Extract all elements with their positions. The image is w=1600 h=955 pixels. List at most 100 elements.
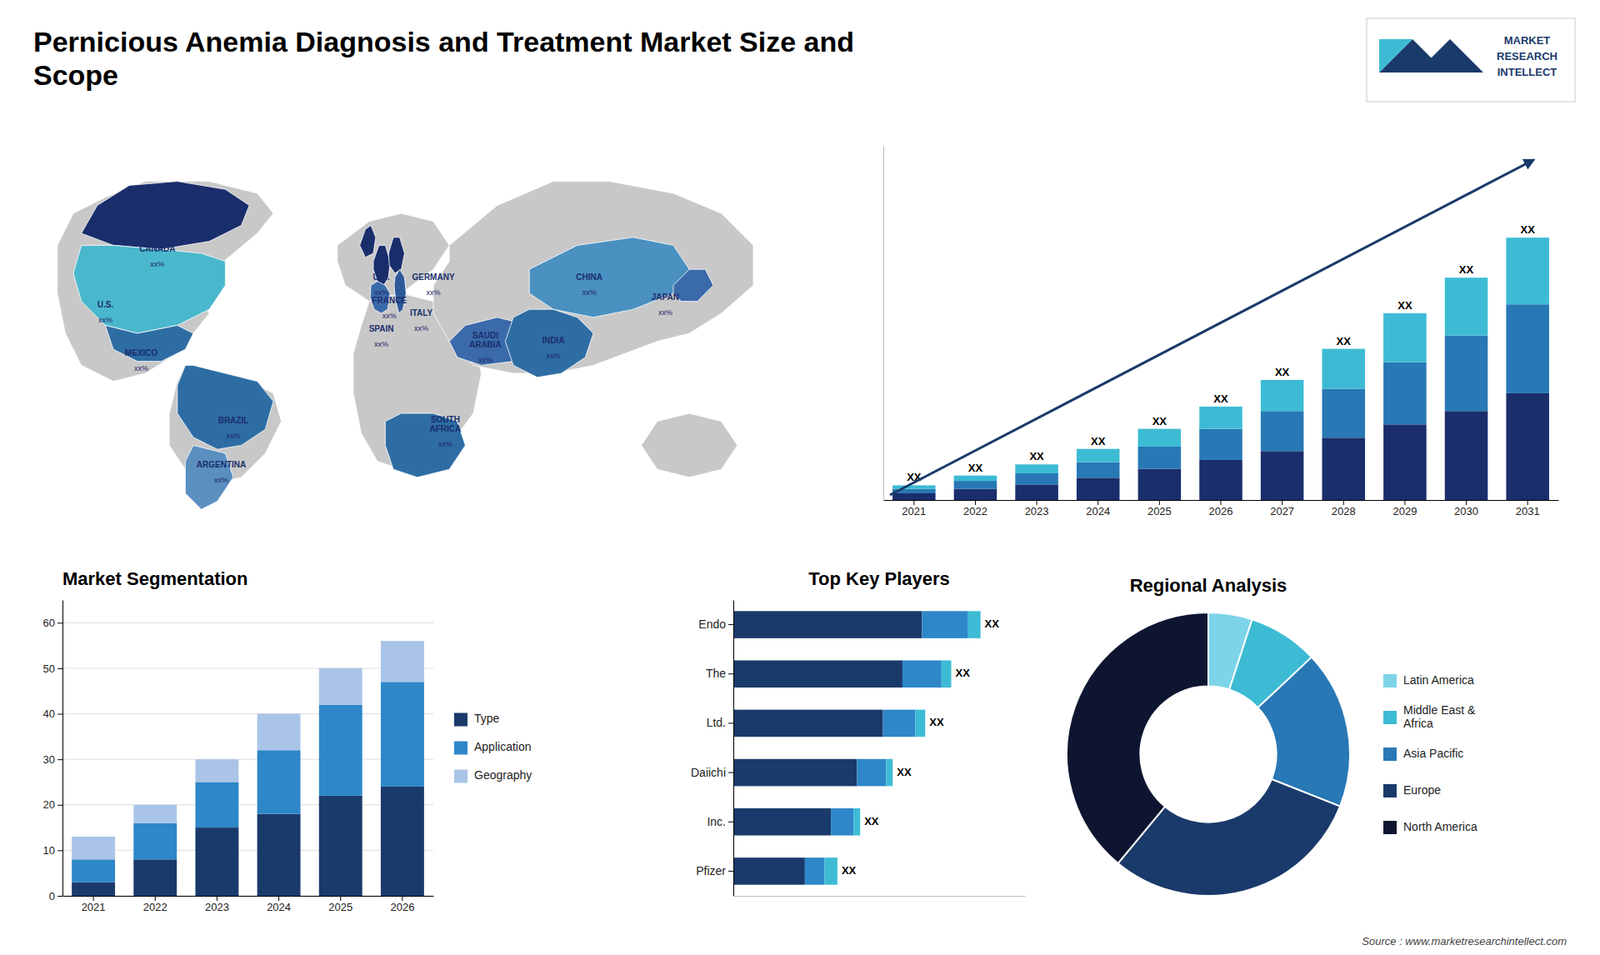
tick-mark	[1097, 500, 1099, 505]
bar	[733, 710, 884, 738]
x-axis-line	[734, 895, 1026, 897]
tick-mark	[913, 500, 915, 505]
map-label: CANADA	[139, 244, 175, 254]
bar	[1383, 424, 1427, 500]
grid-line	[62, 667, 434, 669]
tick-mark	[57, 895, 63, 897]
tick-label: Ltd.	[706, 715, 726, 730]
bar-annotation: XX	[968, 461, 984, 475]
map-value-label: xx%	[438, 440, 453, 449]
trend-arrow	[890, 160, 1534, 495]
map-value-label: xx%	[658, 308, 673, 317]
bar-annotation: XX	[1213, 392, 1229, 405]
x-axis-tick: 2025	[1147, 500, 1172, 518]
map-label: GERMANY	[411, 272, 455, 282]
bar	[380, 786, 425, 896]
bar	[915, 710, 926, 738]
bar-annotation: XX	[1397, 299, 1413, 312]
bar-chart: XXXXXXXXXXXXEndoTheLtd.DaiichiInc.Pfizer…	[690, 568, 1026, 897]
bar-chart: XXXXXXXXXXXXXXXXXXXXXX202120222023202420…	[884, 146, 1560, 519]
text-line: ITALY	[410, 308, 434, 318]
bar	[941, 660, 952, 688]
bar-annotation: XX	[1520, 223, 1536, 236]
legend-swatch	[1383, 784, 1397, 798]
map-value-label: xx%	[225, 431, 240, 440]
tick-mark	[1036, 500, 1038, 505]
y-axis-tick: 10	[43, 844, 63, 857]
map-shape	[394, 269, 406, 314]
y-axis	[883, 146, 885, 501]
tick-label: 2023	[1025, 505, 1050, 518]
bar	[195, 827, 239, 896]
map-label: MEXICO	[125, 348, 159, 358]
map-value-label: xx%	[425, 288, 440, 297]
bar	[902, 660, 942, 688]
bar-annotation: XX	[955, 666, 970, 680]
tick-label: Daiichi	[690, 765, 726, 780]
text-line: CANADA	[139, 244, 175, 254]
bar	[1445, 410, 1489, 500]
tick-mark	[278, 895, 280, 901]
map-shape	[177, 365, 274, 450]
bar	[1015, 484, 1059, 500]
map-shape	[337, 213, 450, 302]
tick-mark	[1404, 500, 1405, 505]
grid-line	[62, 895, 434, 897]
tick-mark	[401, 895, 403, 901]
text-line: CHINA	[575, 272, 603, 282]
bar	[733, 610, 922, 639]
bar-annotation: XX	[896, 765, 912, 779]
legend-swatch	[1383, 747, 1397, 761]
canvas: Pernicious Anemia Diagnosis and Treatmen…	[0, 0, 1600, 955]
map-shape	[385, 413, 465, 478]
text-line: FRANCE	[371, 295, 407, 305]
map-label: ITALY	[410, 308, 434, 318]
legend-label: Type	[474, 711, 500, 725]
map-label: SAUDIARABIA	[469, 330, 502, 350]
y-axis-tick: The	[705, 666, 734, 680]
map-value-label: xx%	[382, 311, 397, 320]
tick-label: 2021	[901, 505, 926, 518]
legend: Latin AmericaMiddle East &AfricaAsia Pac…	[1383, 673, 1478, 835]
bar	[380, 681, 425, 787]
map-value-label: xx%	[150, 260, 165, 269]
bar	[133, 823, 177, 860]
tick-label: 2027	[1270, 505, 1295, 518]
map-shape	[505, 309, 594, 378]
map-shape	[673, 269, 714, 301]
y-axis: 0102030405060	[43, 600, 64, 903]
x-axis-tick: 2030	[1454, 500, 1479, 518]
bar	[133, 859, 177, 896]
tick-label: 2024	[1085, 505, 1110, 518]
x-axis-tick: 2028	[1331, 500, 1356, 518]
tick-mark	[57, 759, 63, 760]
text-line: SOUTH	[430, 415, 460, 425]
tick-label: 60	[43, 616, 55, 630]
bar	[1260, 380, 1305, 411]
bar	[1199, 406, 1243, 430]
text-line: U.K.	[373, 272, 390, 282]
bar	[257, 814, 301, 896]
tick-mark	[1465, 500, 1467, 505]
y-axis-tick: 30	[43, 753, 63, 766]
tick-label: 2026	[390, 900, 415, 914]
text-line: Europe	[1403, 783, 1441, 797]
tick-mark	[216, 895, 218, 901]
text-line: Middle East &	[1403, 703, 1476, 717]
x-axis-tick: 2025	[328, 895, 353, 914]
bar-annotation: XX	[985, 617, 1000, 630]
x-axis-tick: 2021	[901, 500, 926, 518]
tick-mark	[1343, 500, 1345, 505]
tick-mark	[728, 772, 734, 774]
map: CANADAxx%U.S.xx%MEXICOxx%BRAZILxx%ARGENT…	[57, 181, 754, 510]
chart-title: Regional Analysis	[1130, 575, 1288, 596]
map-shape	[185, 445, 234, 510]
text-line: MEXICO	[125, 348, 159, 358]
bar	[853, 808, 860, 836]
x-axis-tick: 2027	[1270, 500, 1295, 518]
tick-label: 2031	[1515, 505, 1540, 518]
text-line: GERMANY	[411, 272, 455, 282]
text-line: Asia Pacific	[1403, 746, 1464, 760]
tick-mark	[57, 714, 63, 715]
map-shape	[641, 413, 738, 478]
